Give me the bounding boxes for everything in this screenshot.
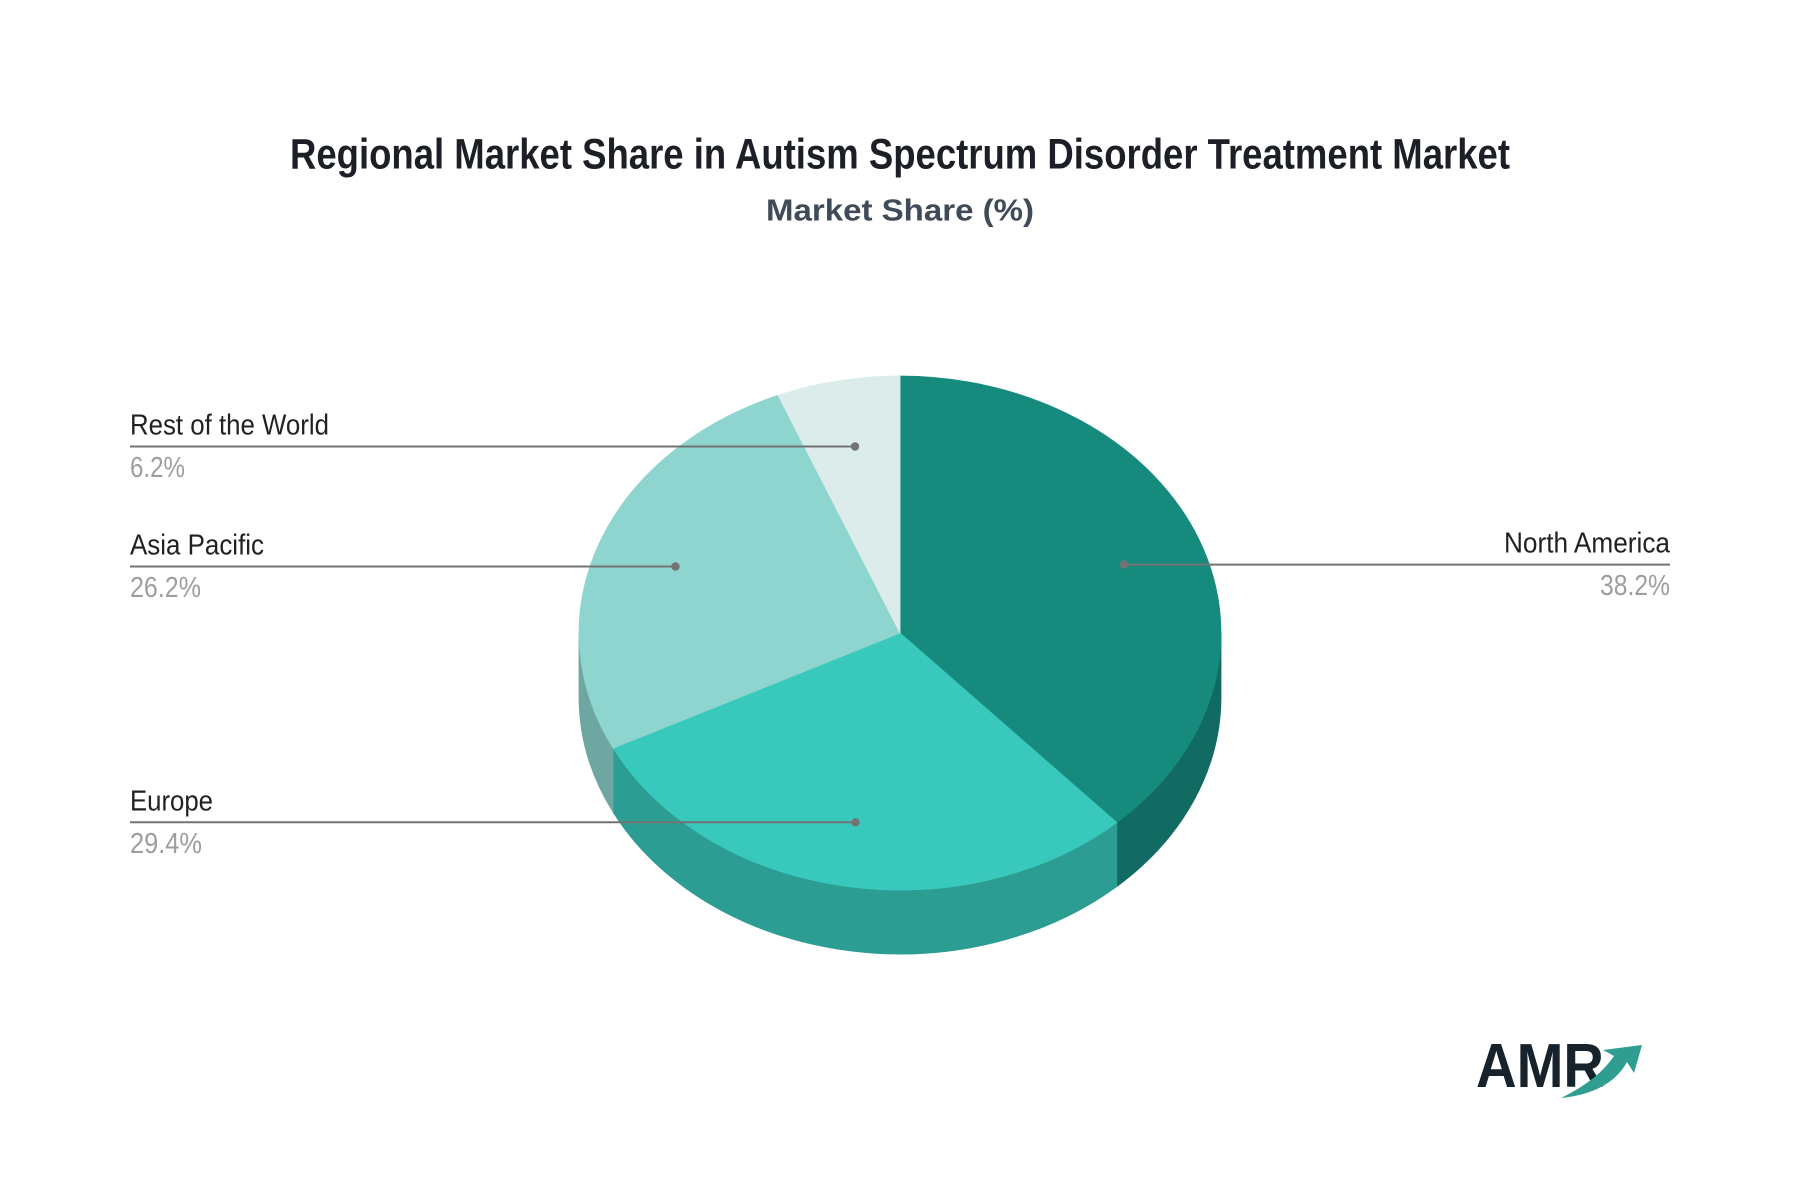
svg-text:38.2%: 38.2%: [1600, 570, 1670, 602]
svg-text:Rest of the World: Rest of the World: [130, 410, 329, 442]
svg-text:6.2%: 6.2%: [130, 452, 185, 484]
svg-text:Market Share (%): Market Share (%): [766, 193, 1034, 228]
svg-text:Regional Market Share in Autis: Regional Market Share in Autism Spectrum…: [290, 131, 1510, 179]
svg-text:29.4%: 29.4%: [130, 828, 202, 860]
svg-text:26.2%: 26.2%: [130, 572, 201, 604]
svg-text:North America: North America: [1504, 528, 1671, 560]
svg-text:Asia Pacific: Asia Pacific: [130, 530, 264, 562]
svg-text:Europe: Europe: [130, 785, 213, 817]
